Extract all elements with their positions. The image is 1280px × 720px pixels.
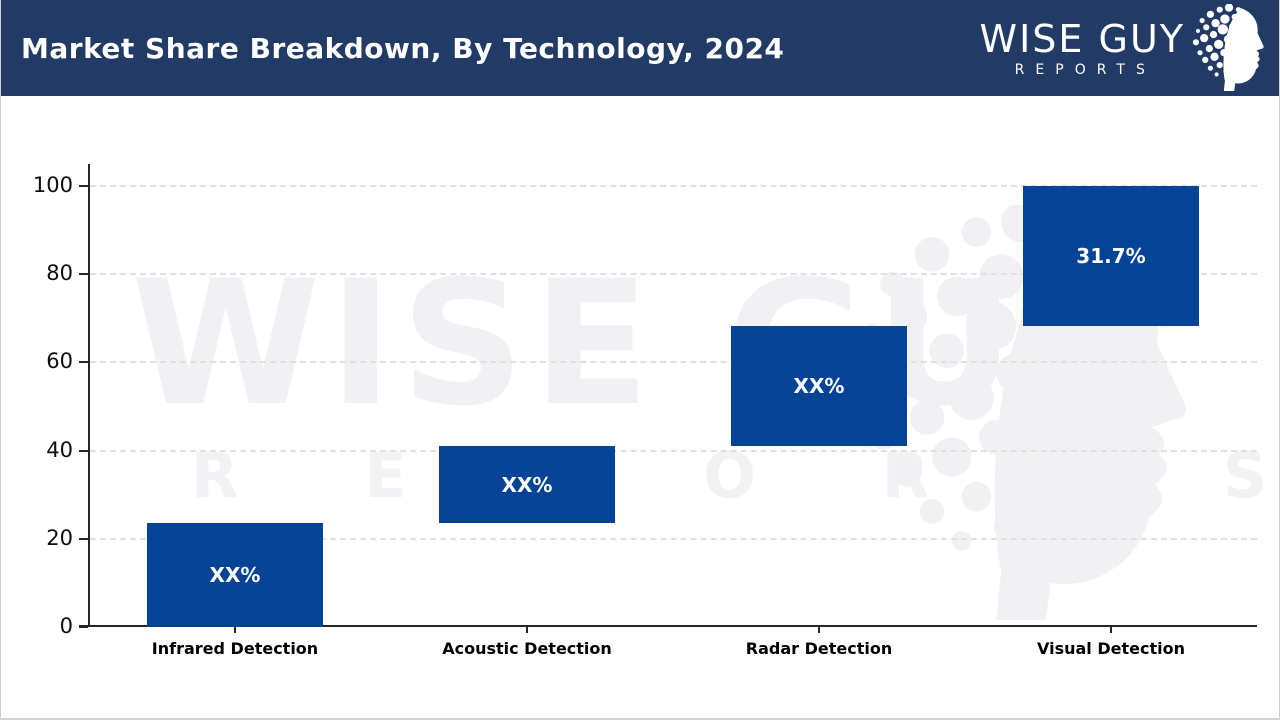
x-tick bbox=[234, 627, 236, 633]
y-tick-80 bbox=[79, 273, 88, 276]
x-tick bbox=[818, 627, 820, 633]
x-tick-label: Infrared Detection bbox=[151, 639, 319, 658]
y-tick-label: 40 bbox=[46, 437, 73, 462]
bar-value-label: XX% bbox=[501, 472, 553, 497]
bar-segment: XX% bbox=[731, 325, 907, 447]
logo-text: WISE GUY REPORTS bbox=[980, 20, 1185, 77]
gridline-100 bbox=[90, 185, 1257, 187]
bar-segment: XX% bbox=[439, 446, 615, 524]
gridline-60 bbox=[90, 361, 1257, 364]
y-axis-line bbox=[88, 164, 90, 627]
y-tick-label: 80 bbox=[46, 261, 73, 286]
logo-subtitle: REPORTS bbox=[1014, 61, 1156, 78]
dotted-face-icon bbox=[1192, 4, 1264, 91]
bar-value-label: XX% bbox=[793, 373, 845, 398]
y-tick-label: 60 bbox=[46, 349, 73, 374]
header-band: Market Share Breakdown, By Technology, 2… bbox=[1, 0, 1279, 96]
y-tick-20 bbox=[79, 537, 88, 540]
y-tick-0 bbox=[79, 626, 88, 628]
x-tick-label: Visual Detection bbox=[1037, 639, 1185, 658]
gridline-20 bbox=[90, 537, 1257, 540]
x-tick-label: Radar Detection bbox=[745, 639, 893, 658]
bar-segment: 31.7% bbox=[1023, 186, 1199, 326]
logo-wordmark: WISE GUY bbox=[979, 16, 1185, 61]
x-tick-label: Acoustic Detection bbox=[442, 639, 612, 658]
x-tick bbox=[1110, 627, 1112, 633]
wise-guy-logo: WISE GUY REPORTS bbox=[980, 4, 1267, 92]
gridline-40 bbox=[90, 449, 1257, 452]
y-tick-100 bbox=[79, 185, 88, 187]
x-axis-line bbox=[79, 625, 1257, 627]
y-tick-60 bbox=[79, 361, 88, 364]
x-tick bbox=[526, 627, 528, 633]
gridline-80 bbox=[90, 273, 1257, 276]
bar-segment: XX% bbox=[147, 523, 323, 627]
y-tick-40 bbox=[79, 449, 88, 452]
y-tick-label: 100 bbox=[32, 173, 73, 197]
bar-value-label: XX% bbox=[209, 563, 261, 588]
bar-value-label: 31.7% bbox=[1076, 243, 1146, 268]
y-tick-label: 20 bbox=[46, 525, 73, 550]
page-title: Market Share Breakdown, By Technology, 2… bbox=[21, 31, 785, 65]
y-tick-label: 0 bbox=[59, 614, 73, 638]
